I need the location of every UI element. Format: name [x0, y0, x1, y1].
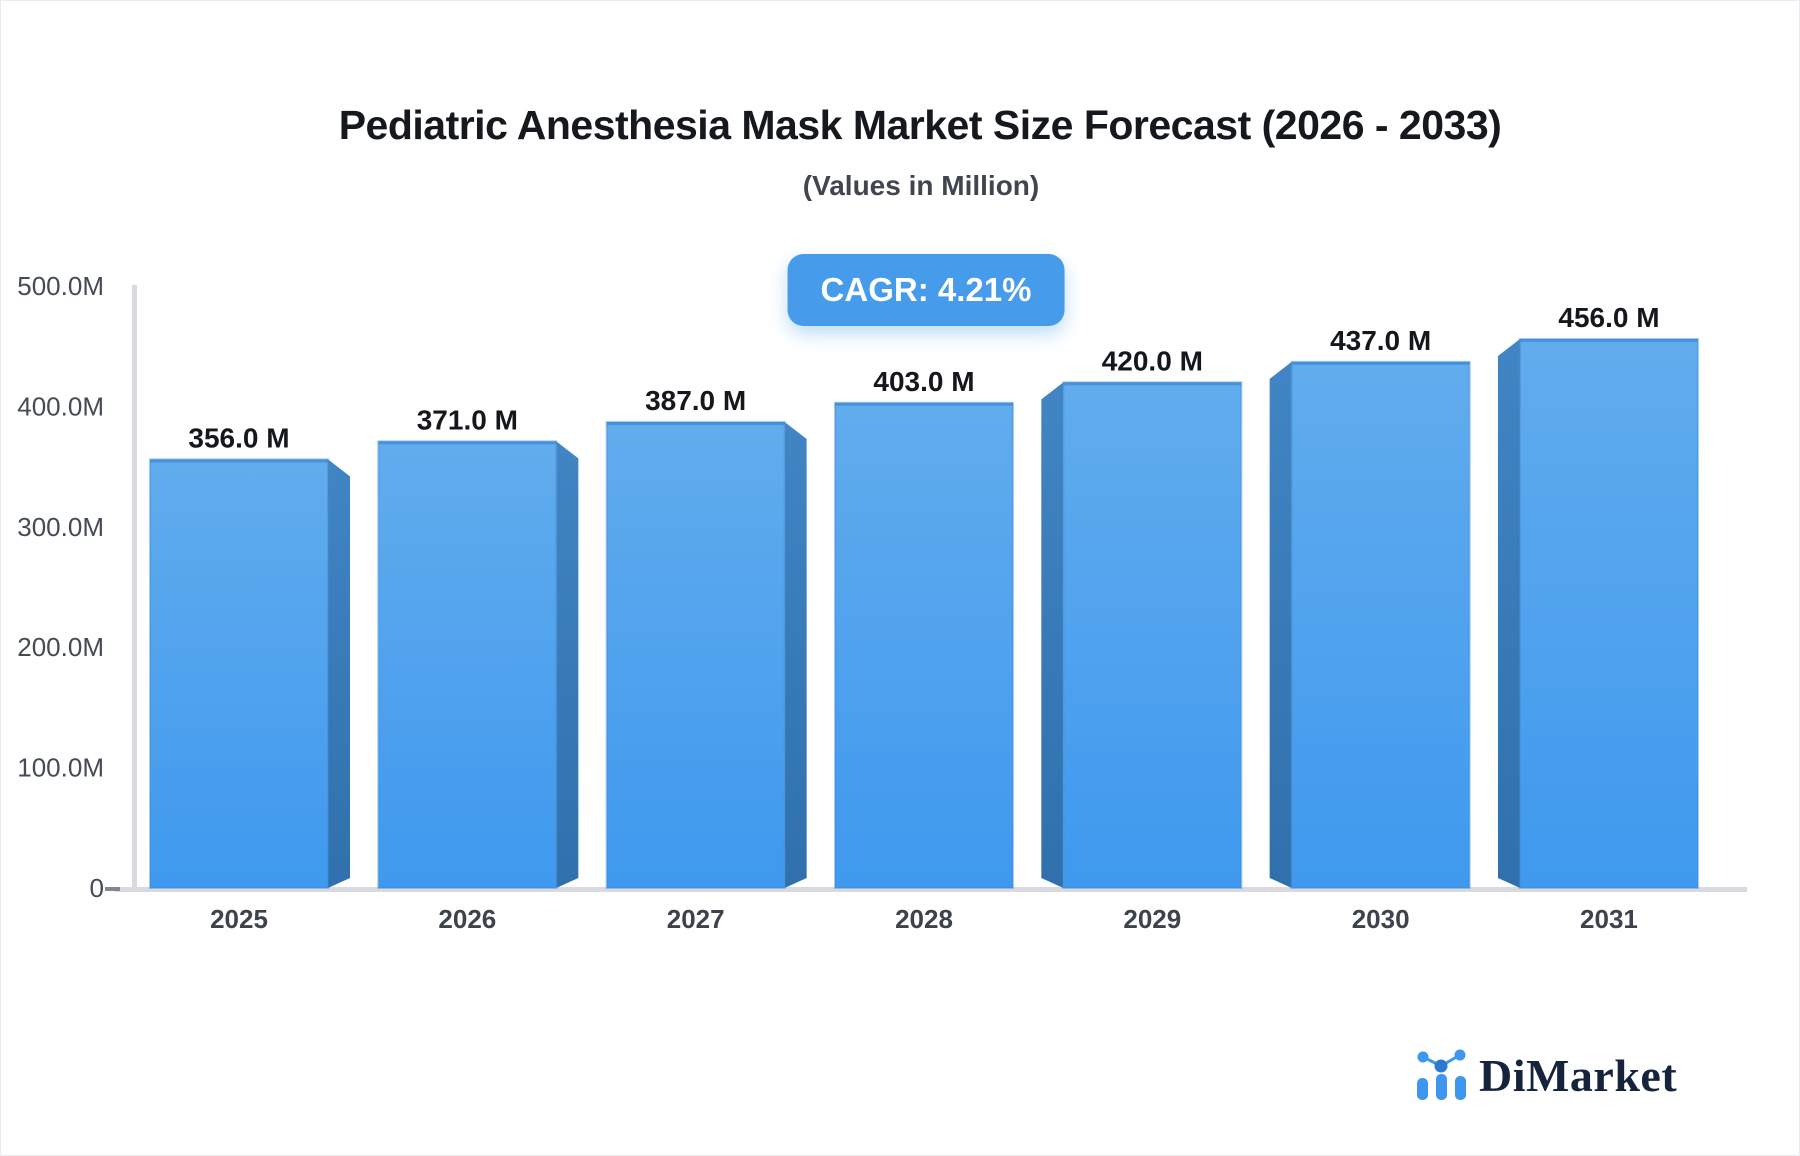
chart-title: Pediatric Anesthesia Mask Market Size Fo…	[338, 102, 1502, 148]
bar-front-face	[1062, 381, 1243, 889]
bar-value-label: 371.0 M	[417, 404, 518, 435]
bar-2031[interactable]: 456.0 M	[1497, 302, 1699, 889]
x-tick-label-2028: 2028	[895, 904, 953, 934]
bar-value-label: 437.0 M	[1330, 325, 1431, 356]
y-tick-label-300.0M: 300.0M	[17, 512, 104, 542]
bar-side-face	[1269, 361, 1292, 888]
y-tick-label-400.0M: 400.0M	[17, 391, 104, 421]
bar-front-face	[605, 421, 786, 889]
y-tick-label-100.0M: 100.0M	[17, 753, 104, 783]
bar-front-face	[377, 440, 558, 889]
bar-front-face	[1290, 360, 1471, 889]
bar-front-face	[149, 458, 329, 889]
y-tick-label-500.0M: 500.0M	[17, 271, 104, 301]
chart-subtitle: (Values in Million)	[802, 170, 1040, 201]
bar-2025[interactable]: 356.0 M	[149, 422, 350, 889]
x-tick-label-2031: 2031	[1580, 904, 1638, 934]
y-axis-line	[132, 285, 137, 892]
bar-top-edge	[1291, 361, 1470, 365]
bar-side-face	[1497, 338, 1520, 888]
bar-side-face	[1041, 382, 1064, 888]
bar-2026[interactable]: 371.0 M	[377, 404, 579, 889]
bar-top-edge	[1519, 338, 1698, 342]
bar-value-label: 387.0 M	[645, 385, 746, 416]
bar-top-edge	[1063, 382, 1242, 386]
bar-2027[interactable]: 387.0 M	[605, 385, 807, 889]
x-tick-label-2026: 2026	[438, 904, 496, 934]
y-tick-label-200.0M: 200.0M	[17, 632, 104, 662]
x-tick-label-2029: 2029	[1123, 904, 1181, 934]
bar-top-edge	[150, 459, 328, 463]
logo-text: DiMarket	[1479, 1050, 1678, 1101]
bar-front-face	[833, 401, 1014, 889]
bar-chart-logo-icon	[1417, 1049, 1466, 1100]
bar-side-face	[328, 459, 350, 888]
bar-side-face	[556, 441, 579, 888]
bar-top-edge	[378, 441, 557, 445]
bar-side-face	[784, 422, 807, 888]
bar-value-label: 403.0 M	[873, 366, 974, 397]
bar-top-edge	[606, 422, 785, 426]
bar-value-label: 456.0 M	[1558, 302, 1659, 333]
x-tick-label-2027: 2027	[667, 904, 725, 934]
bar-value-label: 420.0 M	[1102, 345, 1203, 376]
x-tick-label-2030: 2030	[1352, 904, 1410, 934]
y-tick-label-0: 0	[90, 873, 104, 903]
bar-2029[interactable]: 420.0 M	[1041, 345, 1243, 889]
bar-2028[interactable]: 403.0 M	[833, 366, 1014, 889]
x-axis-line	[115, 887, 1747, 892]
x-tick-label-2025: 2025	[210, 904, 268, 934]
bar-value-label: 356.0 M	[188, 422, 289, 453]
zero-tick	[105, 887, 120, 891]
bar-2030[interactable]: 437.0 M	[1269, 325, 1471, 889]
cagr-badge: CAGR: 4.21%	[787, 254, 1065, 326]
bar-top-edge	[834, 402, 1013, 406]
bar-front-face	[1518, 337, 1699, 889]
